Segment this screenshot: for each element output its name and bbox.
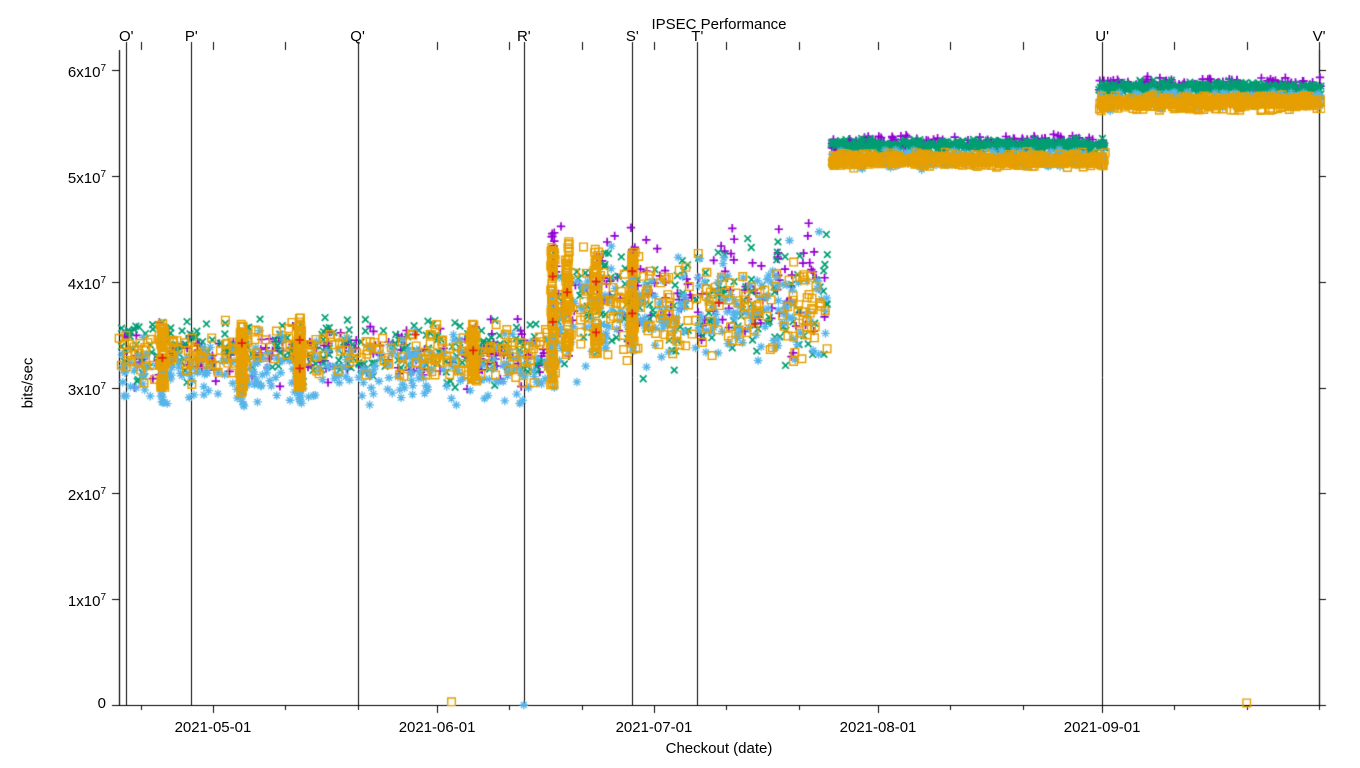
y-tick-label: 4x107 — [67, 274, 106, 293]
y-tick-label: 5x107 — [67, 168, 106, 187]
chart-title: IPSEC Performance — [651, 16, 787, 33]
y-tick-label: 6x107 — [67, 63, 106, 81]
y-tick-label: 0 — [97, 695, 106, 712]
reference-line-label: O' — [118, 28, 134, 45]
reference-line-label: P' — [184, 28, 198, 45]
x-tick-label: 2021-08-01 — [839, 719, 917, 736]
x-tick-label: 2021-07-01 — [615, 719, 693, 736]
y-tick-label: 3x107 — [67, 380, 106, 399]
reference-line-label: S' — [625, 28, 639, 45]
y-tick-label: 2x107 — [67, 486, 106, 505]
reference-line-label: T' — [691, 28, 704, 45]
reference-line-label: V' — [1312, 28, 1326, 45]
reference-line-label: R' — [516, 28, 531, 45]
x-axis-title: Checkout (date) — [665, 740, 773, 757]
reference-line-label: Q' — [350, 28, 365, 45]
y-tick-label: 1x107 — [67, 592, 106, 611]
x-tick-label: 2021-09-01 — [1063, 719, 1141, 736]
x-tick-label: 2021-05-01 — [174, 719, 252, 736]
x-tick-label: 2021-06-01 — [398, 719, 476, 736]
reference-line-label: U' — [1095, 28, 1109, 45]
